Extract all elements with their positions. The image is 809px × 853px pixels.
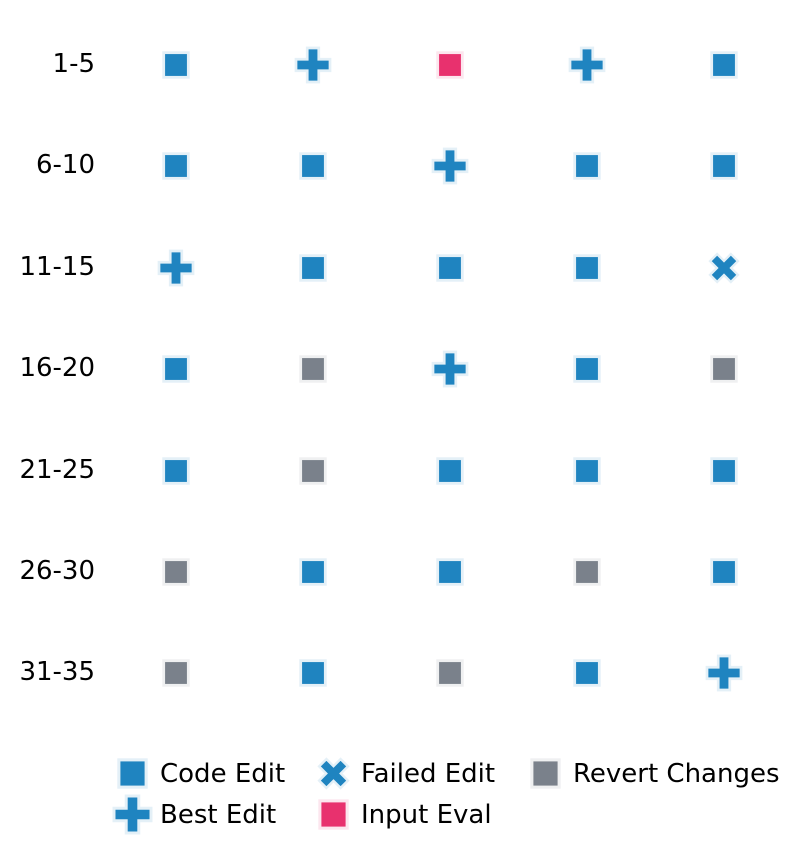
row-label: 6-10: [35, 150, 95, 181]
code-edit-marker-icon: [436, 558, 464, 586]
revert-changes-marker-icon: [710, 355, 738, 383]
legend-label: Best Edit: [160, 799, 277, 830]
code-edit-marker-icon: [436, 254, 464, 282]
legend-item-best-edit: Best Edit: [112, 794, 313, 835]
best-edit-marker-icon: [568, 46, 606, 84]
row-label: 11-15: [19, 251, 95, 282]
legend: Code Edit Failed Edit Revert Changes Best E…: [112, 753, 780, 835]
code-edit-marker-icon: [573, 659, 601, 688]
best-edit-marker-icon: [431, 148, 469, 185]
input-eval-marker-icon: [436, 51, 464, 79]
code-edit-marker-icon: [573, 456, 601, 485]
code-edit-marker-icon: [299, 152, 327, 181]
code-edit-marker-icon: [299, 659, 327, 688]
revert-changes-marker-icon: [299, 456, 327, 485]
revert-changes-marker-icon: [299, 355, 327, 383]
revert-changes-marker-icon: [436, 659, 464, 688]
revert-changes-legend-icon: [525, 758, 565, 789]
row-label: 1-5: [52, 48, 95, 79]
legend-item-revert-changes: Revert Changes: [525, 753, 780, 794]
code-edit-marker-icon: [299, 254, 327, 282]
revert-changes-marker-icon: [573, 558, 601, 586]
code-edit-marker-icon: [299, 558, 327, 586]
code-edit-marker-icon: [162, 51, 190, 79]
code-edit-marker-icon: [573, 355, 601, 383]
code-edit-marker-icon: [573, 254, 601, 282]
legend-label: Revert Changes: [573, 758, 780, 789]
code-edit-marker-icon: [710, 152, 738, 181]
row-label: 21-25: [19, 454, 95, 485]
legend-label: Failed Edit: [361, 758, 496, 789]
revert-changes-marker-icon: [162, 659, 190, 688]
code-edit-legend-icon: [112, 758, 152, 789]
code-edit-marker-icon: [710, 558, 738, 586]
code-edit-marker-icon: [162, 456, 190, 485]
legend-item-failed-edit: Failed Edit: [313, 753, 525, 794]
best-edit-marker-icon: [431, 350, 469, 388]
code-edit-marker-icon: [436, 456, 464, 485]
revert-changes-marker-icon: [162, 558, 190, 586]
legend-item-code-edit: Code Edit: [112, 753, 313, 794]
best-edit-legend-icon: [112, 794, 152, 835]
code-edit-marker-icon: [710, 51, 738, 79]
best-edit-marker-icon: [294, 46, 332, 84]
failed-edit-legend-icon: [313, 757, 353, 790]
code-edit-marker-icon: [573, 152, 601, 181]
legend-label: Code Edit: [160, 758, 286, 789]
failed-edit-marker-icon: [708, 252, 740, 284]
row-label: 26-30: [19, 555, 95, 586]
code-edit-marker-icon: [710, 456, 738, 485]
best-edit-marker-icon: [157, 249, 195, 287]
legend-label: Input Eval: [361, 799, 492, 830]
code-edit-marker-icon: [162, 355, 190, 383]
row-label: 16-20: [19, 353, 95, 384]
code-edit-marker-icon: [162, 152, 190, 181]
input-eval-legend-icon: [313, 799, 353, 830]
row-label: 31-35: [19, 657, 95, 688]
best-edit-marker-icon: [705, 655, 743, 692]
legend-item-input-eval: Input Eval: [313, 794, 525, 835]
